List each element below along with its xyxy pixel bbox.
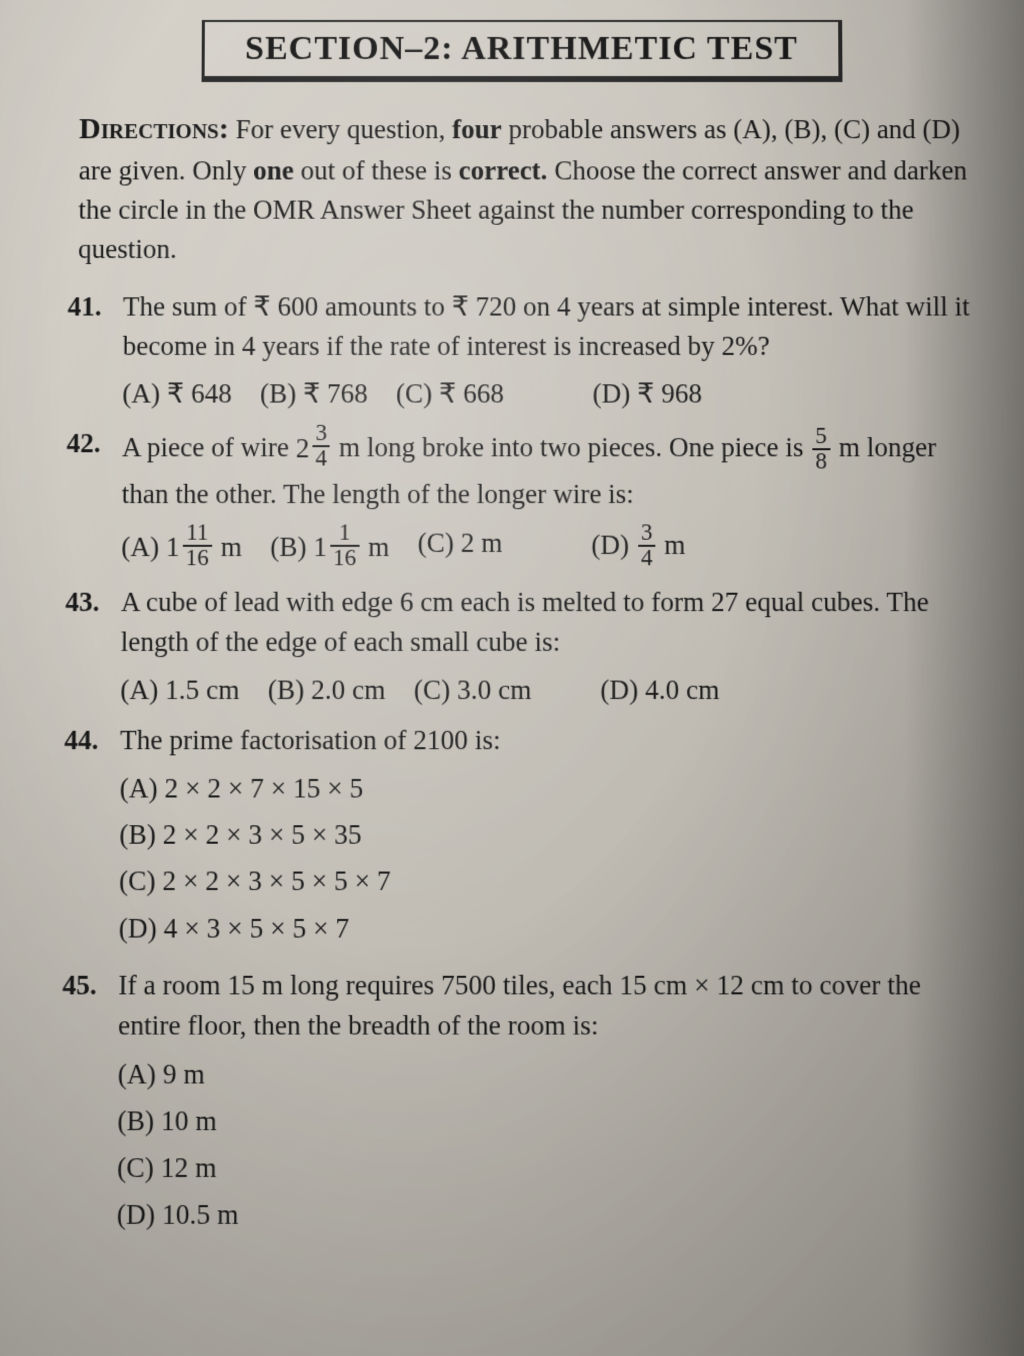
option-a: (A) 11116 m <box>121 523 242 572</box>
option-d: (D) 4 × 3 × 5 × 5 × 7 <box>119 908 533 948</box>
option-c: (C) 2 × 2 × 3 × 5 × 5 × 7 <box>119 862 533 902</box>
option-c: (C) 12 m <box>117 1148 533 1189</box>
option-a: (A) 1.5 cm <box>120 670 239 710</box>
option-unit: m <box>657 529 685 560</box>
question-text: If a room 15 m long requires 7500 tiles,… <box>118 969 921 1041</box>
options: (A) 11116 m (B) 1116 m (C) 2 m (D) 34 m <box>121 523 978 572</box>
fraction-den: 4 <box>312 447 330 470</box>
question-body: A cube of lead with edge 6 cm each is me… <box>120 582 980 710</box>
question-number: 44. <box>63 720 120 954</box>
directions-bold: one <box>253 155 294 185</box>
option-a: (A) 9 m <box>118 1054 533 1095</box>
fraction-whole: 1 <box>166 527 180 567</box>
option-label: (A) <box>121 532 166 563</box>
options: (A) 9 m (B) 10 m (C) 12 m (D) 10.5 m <box>117 1054 984 1242</box>
question-number: 42. <box>66 424 123 572</box>
question-text: The sum of ₹ 600 amounts to ₹ 720 on 4 y… <box>123 291 970 361</box>
option-unit: m <box>214 532 242 563</box>
directions-label: Directions: <box>79 112 229 145</box>
question-text: A cube of lead with edge 6 cm each is me… <box>121 586 929 657</box>
directions: Directions: For every question, four pro… <box>68 107 976 269</box>
options: (A) ₹ 648 (B) ₹ 768 (C) ₹ 668 (D) ₹ 968 <box>122 374 977 414</box>
fraction-num: 3 <box>638 521 656 546</box>
question-text: A piece of wire <box>122 433 296 463</box>
question-number: 41. <box>67 287 123 414</box>
fraction-whole: 1 <box>313 527 327 567</box>
option-c: (C) ₹ 668 <box>396 374 504 414</box>
directions-bold: four <box>452 114 502 144</box>
question-45: 45. If a room 15 m long requires 7500 ti… <box>60 965 984 1242</box>
question-number: 45. <box>60 965 118 1242</box>
option-a: (A) 2 × 2 × 7 × 15 × 5 <box>120 769 533 809</box>
directions-text: For every question, <box>229 114 452 144</box>
fraction-den: 4 <box>638 546 656 569</box>
option-b: (B) 2 × 2 × 3 × 5 × 35 <box>119 815 533 855</box>
option-unit: m <box>361 532 389 563</box>
question-body: The sum of ₹ 600 amounts to ₹ 720 on 4 y… <box>122 287 977 414</box>
fraction: 58 <box>812 424 830 473</box>
options: (A) 1.5 cm (B) 2.0 cm (C) 3.0 cm (D) 4.0… <box>120 670 980 710</box>
fraction-num: 3 <box>312 422 330 447</box>
option-c: (C) 3.0 cm <box>414 670 532 710</box>
fraction-num: 5 <box>812 424 830 449</box>
question-text: m long broke into two pieces. One piece … <box>332 433 810 463</box>
section-header: SECTION–2: ARITHMETIC TEST <box>202 20 842 82</box>
fraction-num: 1 <box>330 521 359 546</box>
question-text: The prime factorisation of 2100 is: <box>120 725 501 756</box>
fraction-den: 16 <box>182 546 211 569</box>
question-body: If a room 15 m long requires 7500 tiles,… <box>117 965 984 1242</box>
option-c: (C) 2 m <box>417 523 502 572</box>
option-a: (A) ₹ 648 <box>122 374 232 414</box>
fraction: 34 <box>638 521 656 570</box>
question-number: 43. <box>65 582 122 710</box>
question-body: The prime factorisation of 2100 is: (A) … <box>119 720 982 954</box>
directions-text: out of these is <box>294 155 459 185</box>
question-43: 43. A cube of lead with edge 6 cm each i… <box>65 582 980 710</box>
question-42: 42. A piece of wire 234 m long broke int… <box>66 424 979 572</box>
option-d: (D) 34 m <box>591 523 685 572</box>
option-b: (B) 1116 m <box>270 523 389 572</box>
option-d: (D) 10.5 m <box>117 1195 533 1236</box>
fraction-den: 8 <box>812 450 830 473</box>
option-label: (D) <box>591 529 636 560</box>
fraction-whole: 2 <box>296 429 310 469</box>
fraction: 234 <box>296 424 332 473</box>
option-b: (B) 10 m <box>117 1101 533 1142</box>
option-b: (B) 2.0 cm <box>268 670 386 710</box>
fraction-den: 16 <box>330 546 359 569</box>
fraction: 1116 <box>313 523 361 572</box>
option-label: (B) <box>270 532 313 563</box>
fraction: 11116 <box>166 523 214 572</box>
option-b: (B) ₹ 768 <box>260 374 368 414</box>
fraction-num: 11 <box>183 521 212 546</box>
options: (A) 2 × 2 × 7 × 15 × 5 (B) 2 × 2 × 3 × 5… <box>119 769 982 955</box>
question-body: A piece of wire 234 m long broke into tw… <box>121 424 978 572</box>
option-d: (D) ₹ 968 <box>593 374 703 414</box>
option-d: (D) 4.0 cm <box>600 670 719 710</box>
question-44: 44. The prime factorisation of 2100 is: … <box>63 720 982 954</box>
page: SECTION–2: ARITHMETIC TEST Directions: F… <box>0 0 1024 1294</box>
directions-bold: correct. <box>459 155 548 185</box>
question-41: 41. The sum of ₹ 600 amounts to ₹ 720 on… <box>67 287 978 414</box>
